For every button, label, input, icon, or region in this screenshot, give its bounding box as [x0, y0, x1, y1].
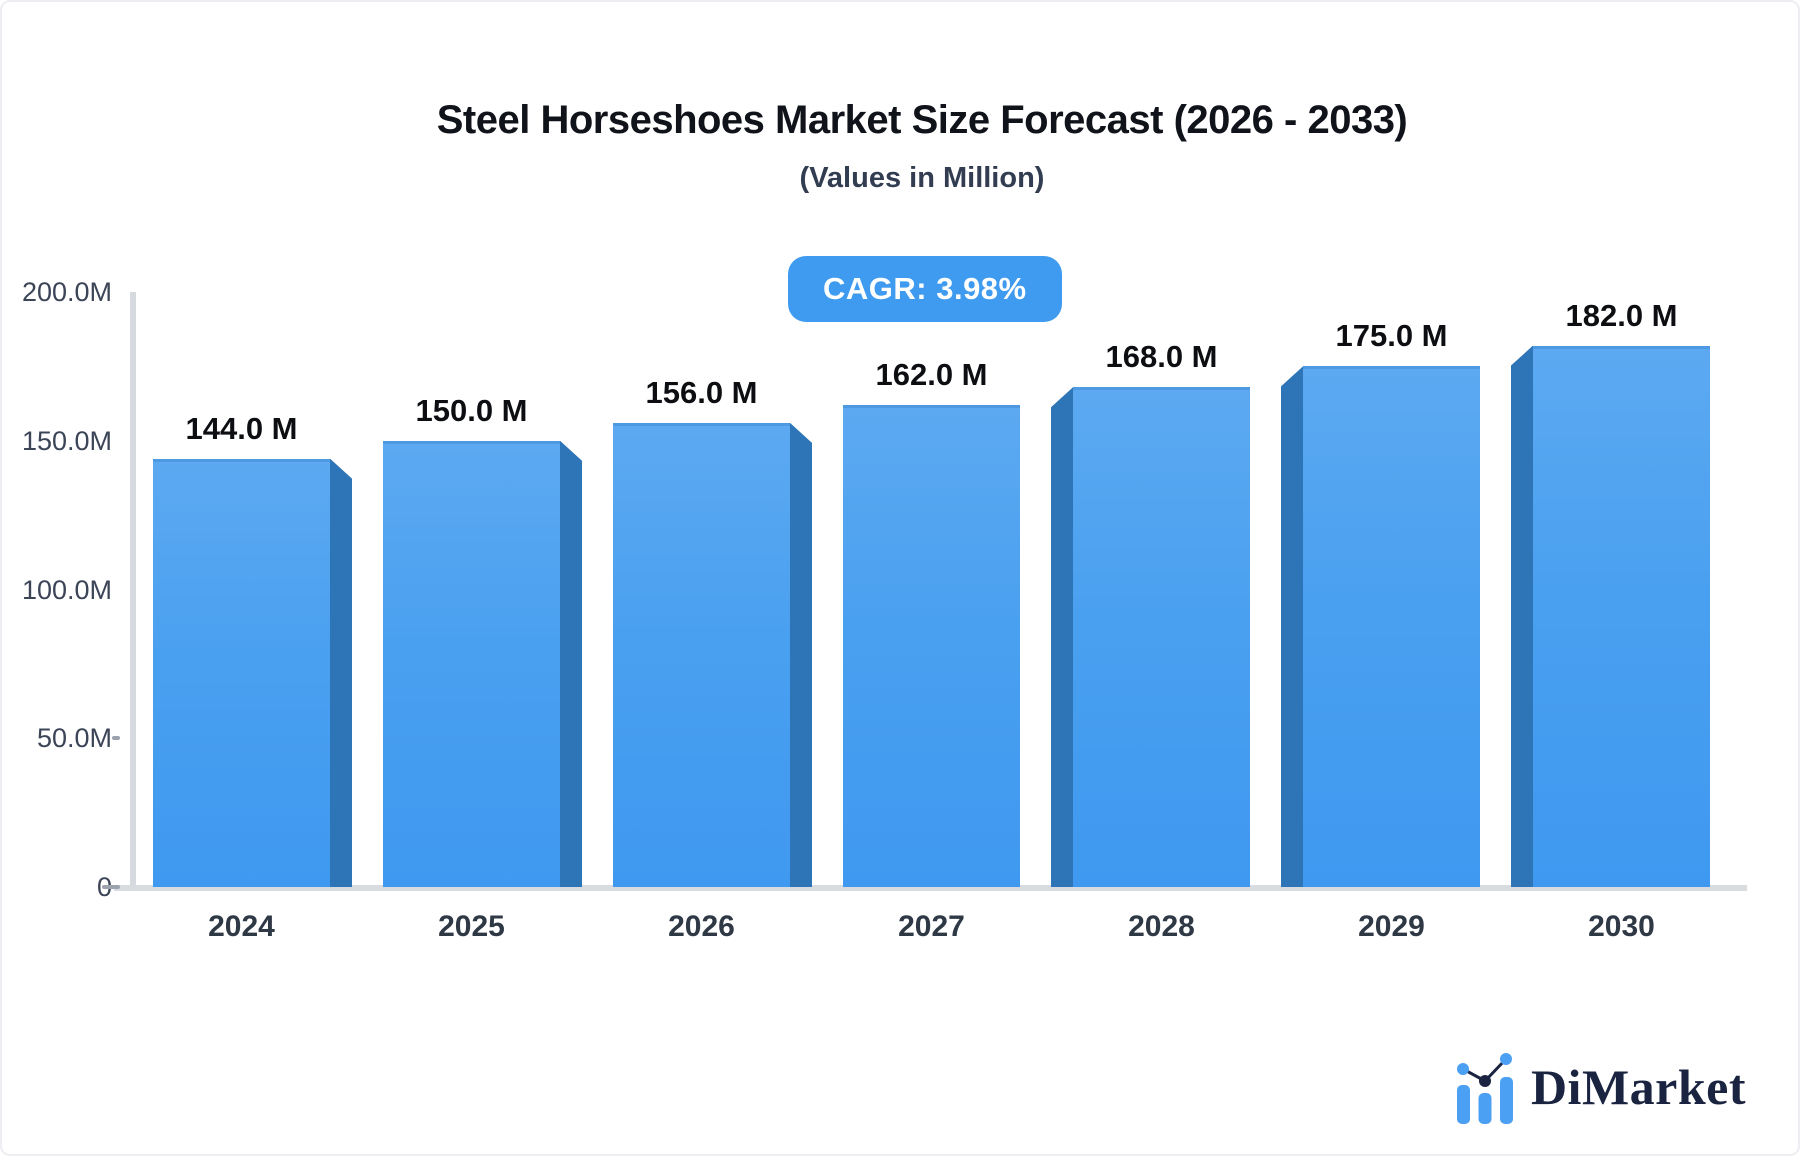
bar	[1303, 366, 1480, 887]
bar-value-label: 175.0 M	[1335, 318, 1448, 354]
bar-value-label: 150.0 M	[415, 392, 528, 428]
x-axis-tick-label: 2027	[898, 910, 965, 943]
bar-value-label: 144.0 M	[185, 410, 298, 446]
bar	[1533, 345, 1710, 887]
bar	[153, 458, 330, 887]
brand-logo: DiMarket	[1453, 1050, 1746, 1124]
bar-side	[1051, 387, 1073, 887]
bar-side	[1281, 366, 1303, 887]
brand-name: DiMarket	[1530, 1059, 1746, 1115]
y-axis-tick-mark	[102, 885, 120, 889]
y-axis-tick-label: 150.0M	[21, 425, 112, 456]
bar-side	[330, 458, 352, 887]
bar	[613, 422, 790, 887]
x-axis-tick-label: 2028	[1128, 910, 1195, 943]
y-axis-tick-label: 200.0M	[21, 277, 112, 307]
x-axis-tick-label: 2029	[1358, 910, 1425, 943]
bar-chart-logo-icon	[1453, 1050, 1517, 1124]
page-subtitle: (Values in Million)	[799, 162, 1045, 194]
x-axis-tick-label: 2024	[208, 910, 275, 943]
bar-value-label: 182.0 M	[1565, 297, 1678, 333]
y-axis-tick-mark	[112, 736, 120, 741]
bar-side	[560, 440, 582, 887]
bar-value-label: 162.0 M	[875, 357, 988, 393]
x-axis-tick-label: 2026	[668, 910, 735, 943]
page-title: Steel Horseshoes Market Size Forecast (2…	[436, 98, 1408, 142]
bar	[1073, 387, 1250, 887]
y-axis-tick-label: 50.0M	[36, 723, 112, 754]
bar-value-label: 156.0 M	[645, 374, 758, 410]
y-axis-tick-label: 0	[2, 871, 112, 903]
bar-side	[1511, 345, 1533, 887]
cagr-badge: CAGR: 3.98%	[788, 256, 1062, 322]
y-axis-line	[130, 292, 136, 887]
bar-value-label: 168.0 M	[1105, 339, 1218, 375]
y-axis-tick-label: 100.0M	[21, 574, 112, 605]
x-axis-tick-label: 2025	[438, 910, 505, 943]
bar-side	[790, 422, 812, 887]
x-axis-tick-label: 2030	[1588, 910, 1655, 943]
bar	[843, 405, 1020, 887]
bar	[383, 440, 560, 887]
x-axis-line	[114, 885, 1747, 891]
